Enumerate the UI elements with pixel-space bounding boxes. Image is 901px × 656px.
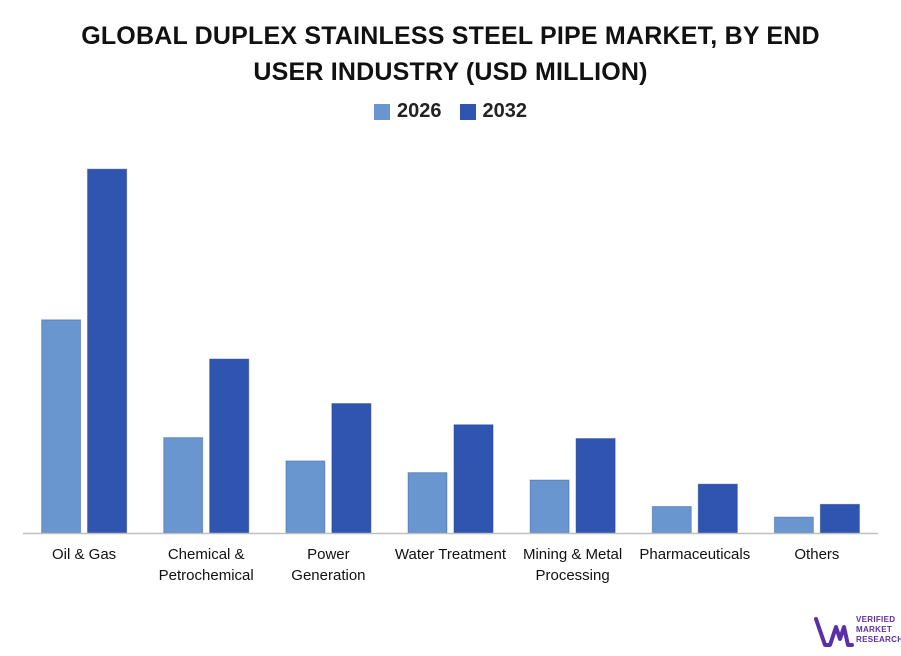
legend-label-2032: 2032 bbox=[482, 100, 528, 122]
legend-item-2032: 2032 bbox=[459, 100, 528, 123]
category-label-2-line-1: Generation bbox=[291, 567, 365, 584]
legend-item-2026: 2026 bbox=[374, 100, 442, 123]
brand-logo: VERIFIED MARKET RESEARCH bbox=[814, 613, 901, 653]
verified-market-research-logo-icon bbox=[814, 617, 854, 647]
chart-legend: 2026 2032 bbox=[0, 100, 901, 123]
brand-logo-line-2: MARKET bbox=[856, 625, 893, 634]
legend-label-2026: 2026 bbox=[397, 100, 442, 122]
bar-2032-2 bbox=[331, 403, 372, 534]
bar-2026-5 bbox=[651, 506, 692, 534]
bar-2026-0 bbox=[41, 319, 82, 534]
bar-2026-2 bbox=[285, 460, 326, 534]
chart-title-line-2: USER INDUSTRY (USD MILLION) bbox=[253, 58, 648, 86]
category-label-3-line-0: Water Treatment bbox=[395, 546, 507, 563]
category-label-5-line-0: Pharmaceuticals bbox=[639, 546, 750, 563]
category-label-6-line-0: Others bbox=[794, 546, 839, 563]
category-label-4: Mining & Metal Processing bbox=[523, 546, 622, 584]
category-label-3: Water Treatment bbox=[395, 546, 507, 563]
category-label-2-line-0: Power bbox=[307, 546, 350, 563]
bar-2032-0 bbox=[87, 168, 128, 534]
chart-title: GLOBAL DUPLEX STAINLESS STEEL PIPE MARKE… bbox=[60, 18, 841, 90]
legend-swatch-2032 bbox=[459, 103, 476, 120]
category-label-6: Others bbox=[794, 546, 839, 563]
bar-2032-5 bbox=[697, 483, 738, 534]
bar-2026-1 bbox=[163, 437, 204, 534]
bar-2032-3 bbox=[453, 424, 494, 534]
bar-2026-6 bbox=[773, 516, 814, 534]
brand-logo-line-1: VERIFIED bbox=[856, 615, 896, 624]
category-label-2: Power Generation bbox=[291, 546, 365, 584]
bar-2026-3 bbox=[407, 472, 448, 534]
brand-logo-text: VERIFIED MARKET RESEARCH bbox=[856, 615, 901, 645]
category-label-0-line-0: Oil & Gas bbox=[52, 546, 116, 563]
category-label-1: Chemical & Petrochemical bbox=[159, 546, 254, 584]
category-label-5: Pharmaceuticals bbox=[639, 546, 750, 563]
category-label-4-line-0: Mining & Metal bbox=[523, 546, 622, 563]
category-label-4-line-1: Processing bbox=[535, 567, 609, 584]
category-label-1-line-1: Petrochemical bbox=[159, 567, 254, 584]
category-label-0: Oil & Gas bbox=[52, 546, 116, 563]
category-label-1-line-0: Chemical & bbox=[168, 546, 245, 563]
bar-2032-1 bbox=[209, 358, 250, 534]
legend-swatch-2026 bbox=[374, 103, 390, 120]
bar-2032-4 bbox=[575, 438, 616, 534]
brand-logo-line-3: RESEARCH bbox=[856, 635, 901, 644]
bar-2032-6 bbox=[819, 503, 860, 534]
chart-title-line-1: GLOBAL DUPLEX STAINLESS STEEL PIPE MARKE… bbox=[81, 22, 820, 50]
bar-2026-4 bbox=[529, 479, 570, 534]
